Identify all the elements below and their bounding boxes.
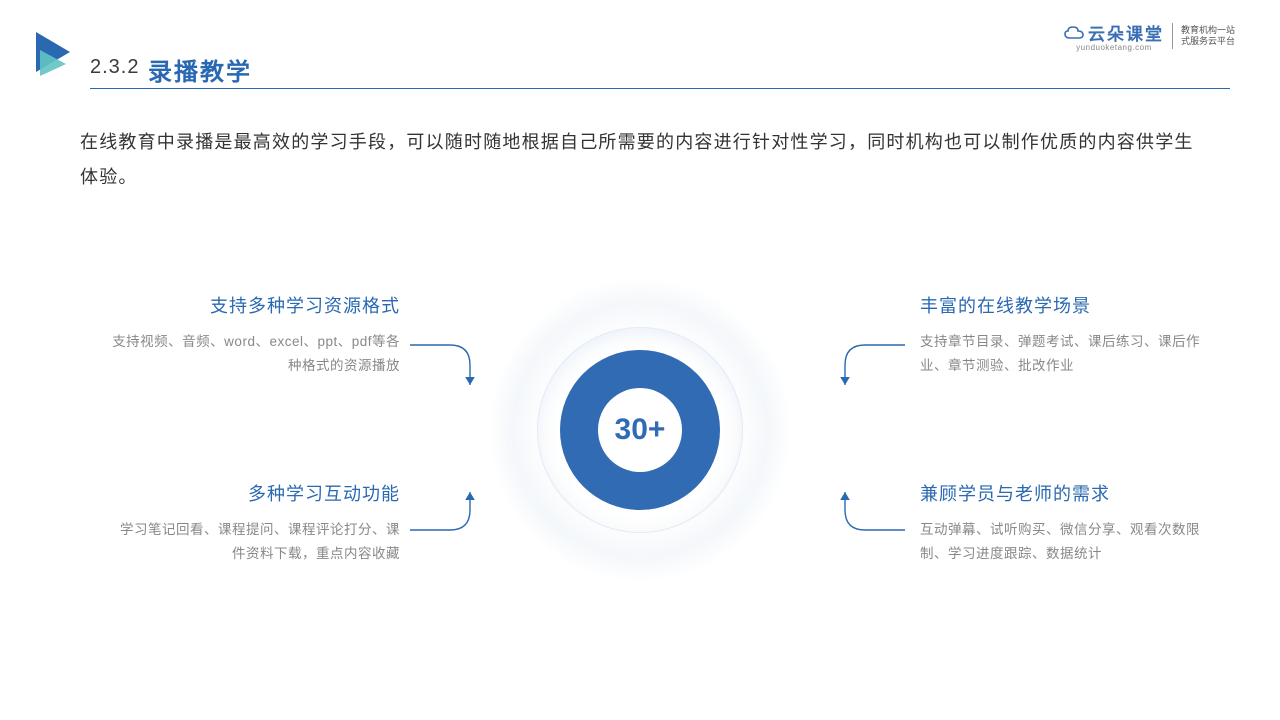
brand-divider [1172, 23, 1173, 49]
ring-core: 30+ [598, 388, 682, 472]
ring-value: 30+ [615, 413, 666, 447]
brand-block: 云朵课堂 yunduoketang.com 教育机构一站 式服务云平台 [1064, 20, 1235, 52]
feature-desc: 互动弹幕、试听购买、微信分享、观看次数限制、学习进度跟踪、数据统计 [920, 518, 1210, 565]
header-rule [90, 88, 1230, 89]
feature-bottom-right: 兼顾学员与老师的需求 互动弹幕、试听购买、微信分享、观看次数限制、学习进度跟踪、… [920, 480, 1210, 565]
feature-desc: 学习笔记回看、课程提问、课程评论打分、课件资料下载，重点内容收藏 [110, 518, 400, 565]
brand-url: yunduoketang.com [1076, 43, 1152, 52]
intro-text: 在线教育中录播是最高效的学习手段，可以随时随地根据自己所需要的内容进行针对性学习… [80, 125, 1210, 195]
feature-top-right: 丰富的在线教学场景 支持章节目录、弹题考试、课后练习、课后作业、章节测验、批改作… [920, 292, 1210, 377]
center-ring: 30+ [490, 280, 790, 580]
feature-title: 丰富的在线教学场景 [920, 292, 1210, 318]
feature-title: 多种学习互动功能 [110, 480, 400, 506]
feature-bottom-left: 多种学习互动功能 学习笔记回看、课程提问、课程评论打分、课件资料下载，重点内容收… [110, 480, 400, 565]
section-number: 2.3.2 [90, 56, 139, 79]
feature-desc: 支持视频、音频、word、excel、ppt、pdf等各种格式的资源播放 [110, 330, 400, 377]
cloud-icon [1064, 26, 1084, 40]
section-title: 录播教学 [148, 52, 252, 87]
slide-header: 2.3.2 录播教学 云朵课堂 yunduoketang.com 教育机构一站 … [0, 0, 1280, 95]
feature-desc: 支持章节目录、弹题考试、课后练习、课后作业、章节测验、批改作业 [920, 330, 1210, 377]
feature-title: 支持多种学习资源格式 [110, 292, 400, 318]
brand-logo: 云朵课堂 yunduoketang.com [1064, 20, 1164, 52]
brand-name: 云朵课堂 [1088, 20, 1164, 45]
play-icon [36, 32, 76, 78]
feature-top-left: 支持多种学习资源格式 支持视频、音频、word、excel、ppt、pdf等各种… [110, 292, 400, 377]
feature-title: 兼顾学员与老师的需求 [920, 480, 1210, 506]
brand-tagline: 教育机构一站 式服务云平台 [1181, 25, 1235, 48]
